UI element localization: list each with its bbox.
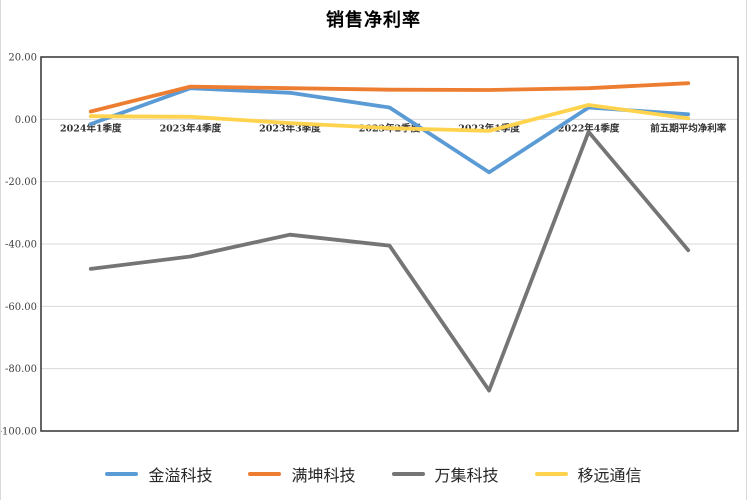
- legend-item-满坤科技: 满坤科技: [248, 462, 356, 486]
- legend-label: 移远通信: [577, 466, 642, 485]
- y-axis-tick-label: -100.00: [1, 427, 37, 438]
- legend-item-金溢科技: 金溢科技: [105, 462, 212, 486]
- chart-legend: 金溢科技 满坤科技 万集科技 移远通信: [1, 462, 746, 486]
- x-axis-category-label: 2023年4季度: [160, 122, 222, 134]
- y-axis-tick-label: -40.00: [5, 240, 37, 251]
- y-axis-tick-label: -20.00: [5, 177, 37, 188]
- y-axis-tick-label: -60.00: [5, 302, 37, 313]
- legend-line-swatch: [391, 472, 425, 476]
- y-axis-tick-label: 0.00: [15, 115, 37, 126]
- legend-item-移远通信: 移远通信: [534, 462, 642, 486]
- y-axis-tick-label: 20.00: [8, 53, 37, 64]
- legend-label: 万集科技: [434, 466, 499, 485]
- legend-item-万集科技: 万集科技: [391, 462, 499, 486]
- x-axis-category-label: 前五期平均净利率: [650, 122, 727, 134]
- legend-label: 满坤科技: [291, 466, 356, 485]
- legend-line-swatch: [534, 472, 568, 476]
- legend-label: 金溢科技: [148, 466, 213, 485]
- series-line-移远通信: [88, 103, 691, 133]
- chart-title: 销售净利率: [326, 10, 421, 31]
- series-line-满坤科技: [88, 81, 691, 114]
- x-axis-category-label: 2022年4季度: [558, 122, 620, 134]
- series-line-万集科技: [88, 129, 691, 393]
- x-axis-category-label: 2024年1季度: [60, 122, 122, 134]
- net-profit-margin-line-chart: 20.00 0.00 -20.00 -40.00 -60.00 -80.00 -100.00…: [1, 53, 739, 438]
- y-axis-tick-label: -80.00: [5, 364, 37, 375]
- legend-line-swatch: [105, 472, 139, 476]
- legend-line-swatch: [248, 472, 282, 476]
- plot-frame: [40, 56, 739, 432]
